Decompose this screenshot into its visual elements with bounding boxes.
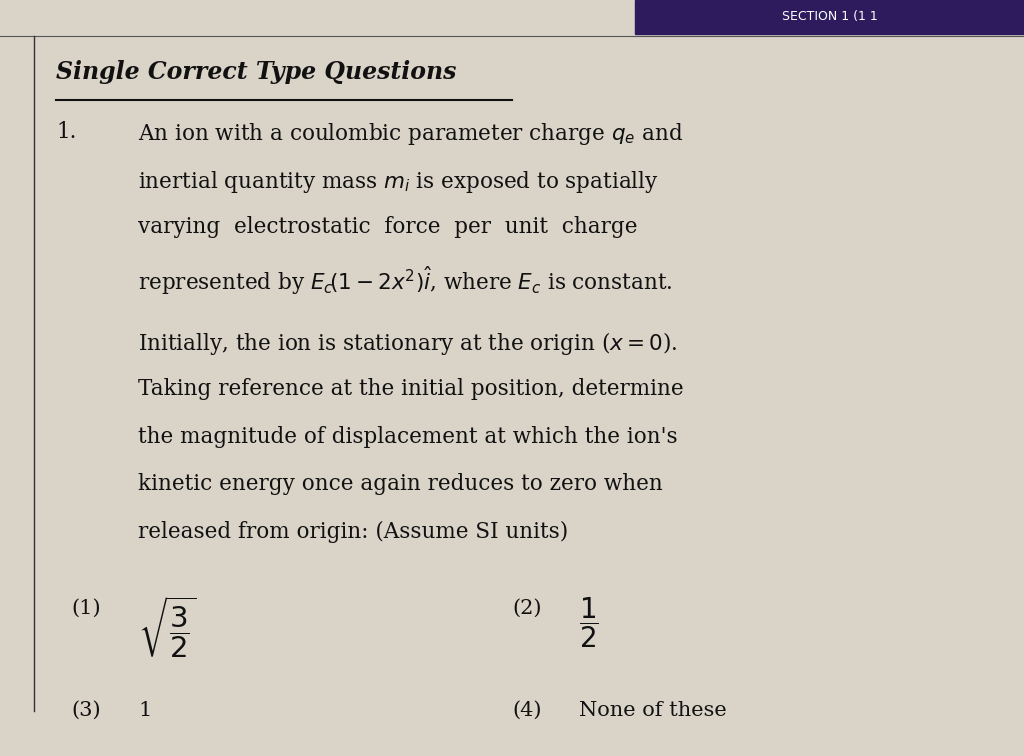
Text: (4): (4) bbox=[512, 701, 542, 720]
Text: kinetic energy once again reduces to zero when: kinetic energy once again reduces to zer… bbox=[138, 473, 663, 495]
Text: inertial quantity mass $m_i$ is exposed to spatially: inertial quantity mass $m_i$ is exposed … bbox=[138, 169, 659, 194]
Text: the magnitude of displacement at which the ion's: the magnitude of displacement at which t… bbox=[138, 426, 678, 448]
Text: (2): (2) bbox=[512, 599, 542, 618]
Text: Single Correct Type Questions: Single Correct Type Questions bbox=[56, 60, 457, 85]
Text: $\sqrt{\dfrac{3}{2}}$: $\sqrt{\dfrac{3}{2}}$ bbox=[138, 595, 197, 661]
Text: represented by $E_c\!\left(1-2x^2\right)\hat{i}$, where $E_c$ is constant.: represented by $E_c\!\left(1-2x^2\right)… bbox=[138, 264, 673, 296]
Text: None of these: None of these bbox=[579, 701, 726, 720]
Text: 1.: 1. bbox=[56, 121, 77, 143]
Text: (3): (3) bbox=[72, 701, 101, 720]
Text: $\dfrac{1}{2}$: $\dfrac{1}{2}$ bbox=[579, 595, 598, 649]
Bar bbox=[635, 0, 1024, 34]
Text: 1: 1 bbox=[138, 701, 152, 720]
Text: Taking reference at the initial position, determine: Taking reference at the initial position… bbox=[138, 378, 684, 400]
Text: (1): (1) bbox=[72, 599, 101, 618]
Text: SECTION 1 (1 1: SECTION 1 (1 1 bbox=[781, 10, 878, 23]
Text: varying  electrostatic  force  per  unit  charge: varying electrostatic force per unit cha… bbox=[138, 216, 638, 238]
Text: Initially, the ion is stationary at the origin ($x = 0$).: Initially, the ion is stationary at the … bbox=[138, 330, 678, 358]
Text: An ion with a coulombic parameter charge $q_e$ and: An ion with a coulombic parameter charge… bbox=[138, 121, 684, 147]
Text: released from origin: (Assume SI units): released from origin: (Assume SI units) bbox=[138, 521, 568, 543]
